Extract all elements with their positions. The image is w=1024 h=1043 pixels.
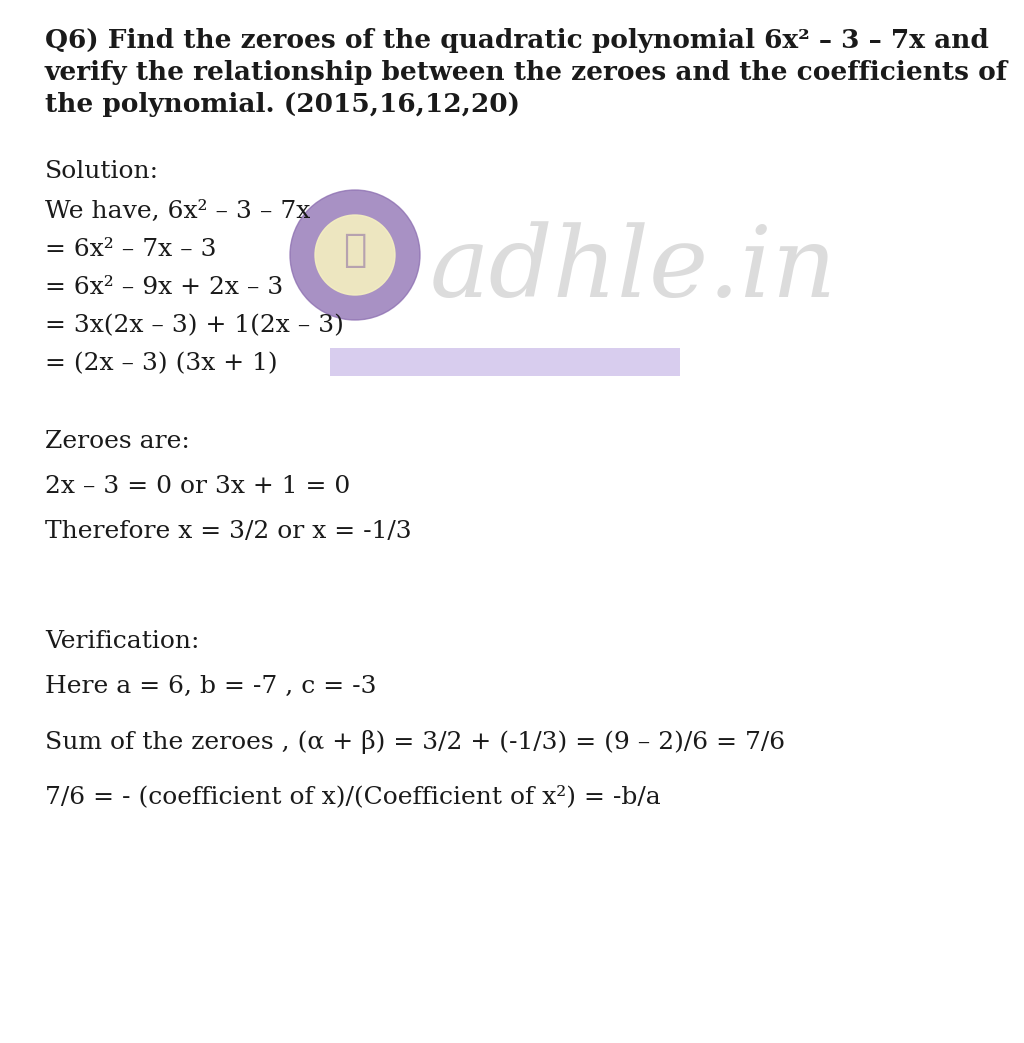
Text: Q6) Find the zeroes of the quadratic polynomial 6x² – 3 – 7x and: Q6) Find the zeroes of the quadratic pol… (45, 28, 989, 53)
Text: 7/6 = - (coefficient of x)/(Coefficient of x²) = -b/a: 7/6 = - (coefficient of x)/(Coefficient … (45, 785, 660, 808)
Text: adhle.in: adhle.in (430, 222, 838, 318)
Text: the polynomial. (2015,16,12,20): the polynomial. (2015,16,12,20) (45, 92, 520, 117)
Circle shape (315, 215, 395, 295)
Text: Here a = 6, b = -7 , c = -3: Here a = 6, b = -7 , c = -3 (45, 675, 377, 698)
Circle shape (290, 190, 420, 320)
Text: = (2x – 3) (3x + 1): = (2x – 3) (3x + 1) (45, 351, 278, 375)
Text: Therefore x = 3/2 or x = -1/3: Therefore x = 3/2 or x = -1/3 (45, 520, 412, 543)
Text: 2x – 3 = 0 or 3x + 1 = 0: 2x – 3 = 0 or 3x + 1 = 0 (45, 475, 350, 498)
Text: = 6x² – 9x + 2x – 3: = 6x² – 9x + 2x – 3 (45, 276, 284, 299)
Text: Solution:: Solution: (45, 160, 159, 183)
Text: Verification:: Verification: (45, 630, 200, 653)
Text: Sum of the zeroes , (α + β) = 3/2 + (-1/3) = (9 – 2)/6 = 7/6: Sum of the zeroes , (α + β) = 3/2 + (-1/… (45, 730, 785, 754)
Text: = 6x² – 7x – 3: = 6x² – 7x – 3 (45, 238, 216, 261)
Text: verify the relationship between the zeroes and the coefficients of: verify the relationship between the zero… (45, 60, 1008, 84)
Text: = 3x(2x – 3) + 1(2x – 3): = 3x(2x – 3) + 1(2x – 3) (45, 314, 344, 337)
Bar (330, 348, 680, 375)
Text: 💡: 💡 (343, 231, 367, 269)
Text: Zeroes are:: Zeroes are: (45, 430, 189, 453)
Text: We have, 6x² – 3 – 7x: We have, 6x² – 3 – 7x (45, 200, 310, 223)
